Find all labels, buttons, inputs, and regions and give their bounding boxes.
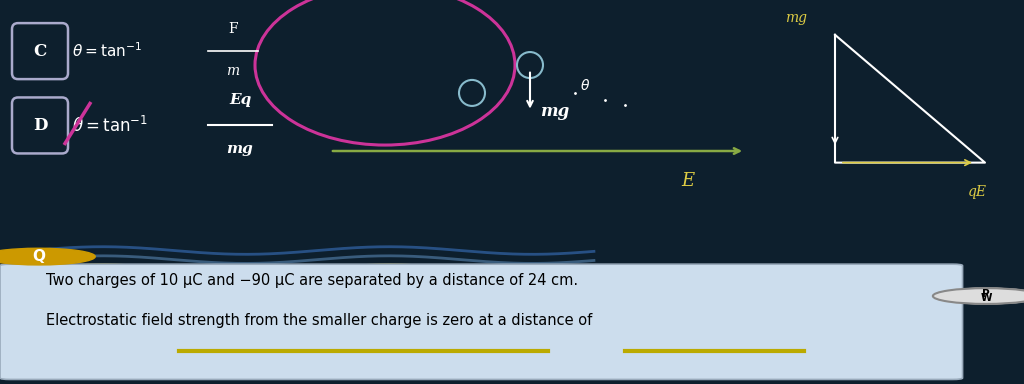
Circle shape (0, 248, 95, 265)
Text: P: P (982, 289, 990, 299)
Text: D: D (33, 117, 47, 134)
Text: $\theta$: $\theta$ (580, 78, 590, 93)
Text: F: F (228, 22, 238, 36)
FancyBboxPatch shape (0, 264, 963, 379)
Text: Two charges of 10 μC and −90 μC are separated by a distance of 24 cm.: Two charges of 10 μC and −90 μC are sepa… (46, 273, 579, 288)
Circle shape (933, 288, 1024, 304)
Text: mg: mg (226, 142, 253, 156)
Text: W: W (980, 293, 992, 303)
Text: mg: mg (785, 11, 807, 25)
Text: C: C (34, 43, 47, 60)
Text: E: E (681, 172, 694, 190)
Text: m: m (226, 64, 240, 78)
Text: $\theta = \tan^{-1}$: $\theta = \tan^{-1}$ (72, 42, 142, 60)
Text: Electrostatic field strength from the smaller charge is zero at a distance of: Electrostatic field strength from the sm… (46, 313, 592, 328)
Text: Q: Q (33, 249, 45, 264)
Text: Eq: Eq (229, 93, 251, 108)
Text: $\theta = \tan^{-1}$: $\theta = \tan^{-1}$ (72, 116, 148, 136)
Text: qE: qE (968, 185, 986, 199)
Text: mg: mg (541, 103, 569, 120)
